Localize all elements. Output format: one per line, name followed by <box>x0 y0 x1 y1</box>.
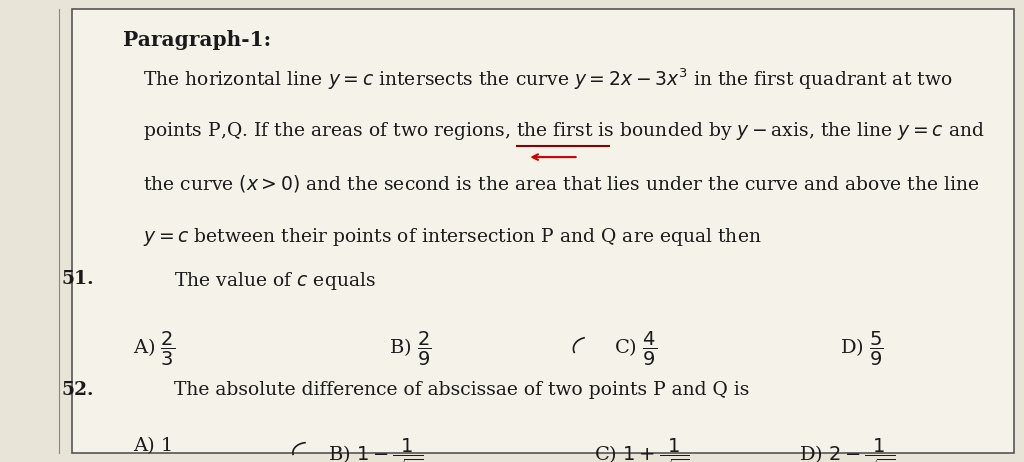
Text: 52.: 52. <box>61 381 94 399</box>
Text: points P,Q. If the areas of two regions, the first is bounded by $y-$axis, the l: points P,Q. If the areas of two regions,… <box>143 120 985 142</box>
Text: B) $1-\dfrac{1}{\sqrt{3}}$: B) $1-\dfrac{1}{\sqrt{3}}$ <box>328 437 423 462</box>
Text: The horizontal line $y=c$ intersects the curve $y=2x-3x^3$ in the first quadrant: The horizontal line $y=c$ intersects the… <box>143 67 952 92</box>
Text: D) $\dfrac{5}{9}$: D) $\dfrac{5}{9}$ <box>840 330 884 368</box>
Text: C) $1+\dfrac{1}{\sqrt{3}}$: C) $1+\dfrac{1}{\sqrt{3}}$ <box>594 437 690 462</box>
Text: B) $\dfrac{2}{9}$: B) $\dfrac{2}{9}$ <box>389 330 432 368</box>
Text: $y=c$ between their points of intersection P and Q are equal then: $y=c$ between their points of intersecti… <box>143 226 762 249</box>
Text: C) $\dfrac{4}{9}$: C) $\dfrac{4}{9}$ <box>614 330 657 368</box>
Text: The absolute difference of abscissae of two points P and Q is: The absolute difference of abscissae of … <box>174 381 750 399</box>
Text: The value of $c$ equals: The value of $c$ equals <box>174 270 376 292</box>
FancyBboxPatch shape <box>72 9 1014 453</box>
Text: D) $2-\dfrac{1}{\sqrt{3}}$: D) $2-\dfrac{1}{\sqrt{3}}$ <box>799 437 895 462</box>
Text: A) 1: A) 1 <box>133 437 173 455</box>
Text: Paragraph-1:: Paragraph-1: <box>123 30 271 50</box>
Text: the curve $(x>0)$ and the second is the area that lies under the curve and above: the curve $(x>0)$ and the second is the … <box>143 173 980 194</box>
Text: A) $\dfrac{2}{3}$: A) $\dfrac{2}{3}$ <box>133 330 175 368</box>
Text: 51.: 51. <box>61 270 94 288</box>
